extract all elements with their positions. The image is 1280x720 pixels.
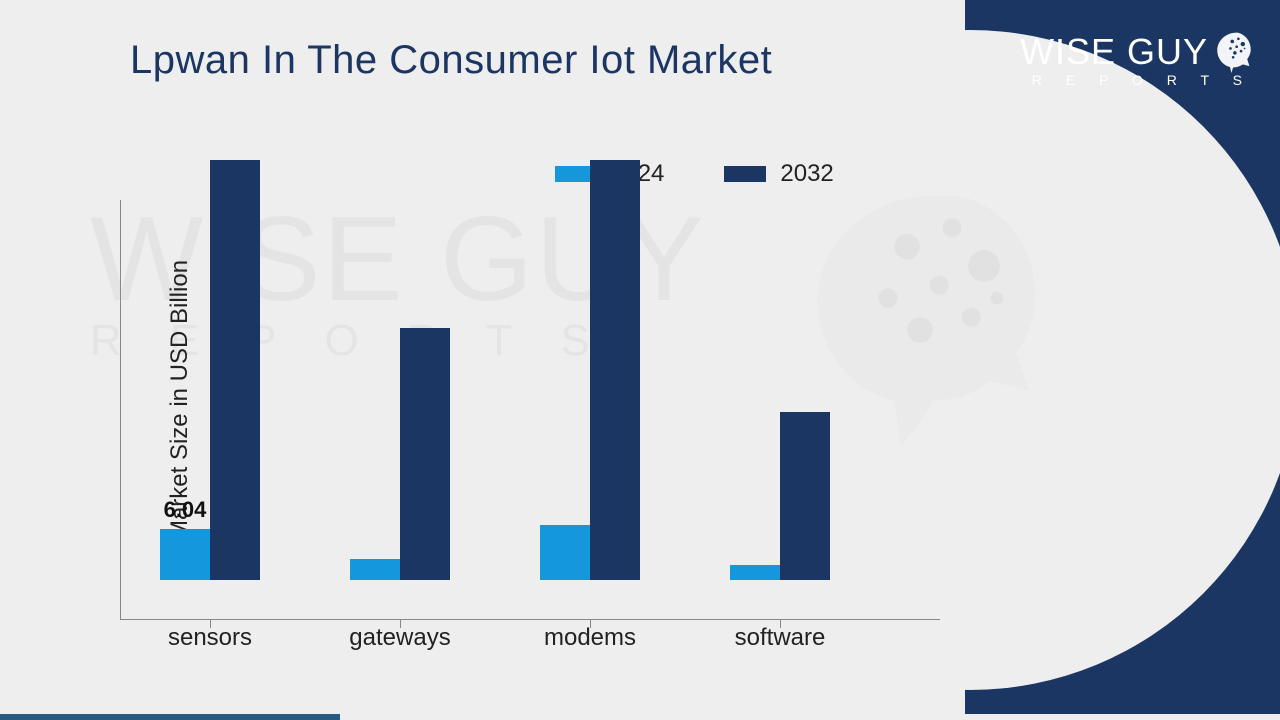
category-label: modems [510,624,670,652]
brand-head-icon [1212,30,1256,74]
bar-2024: 6.04 [160,529,210,580]
bar-2032 [780,412,830,580]
category-label: software [700,624,860,652]
category-label: sensors [130,624,290,652]
bar-2024 [540,525,590,580]
legend-label-2032: 2032 [780,160,833,188]
category-label: gateways [320,624,480,652]
chart-area: 6.04 sensors gateways modems software [120,200,940,660]
brand-main-text: WISE GUY [1020,31,1208,73]
bar-2024 [730,565,780,580]
legend-item-2032: 2032 [724,160,833,188]
chart-title: Lpwan In The Consumer Iot Market [130,38,772,83]
bar-2024 [350,559,400,580]
bar-2032 [590,160,640,580]
bar-2032 [210,160,260,580]
brand-logo: WISE GUY R E P O R T S [1020,30,1256,88]
brand-sub-text: R E P O R T S [1020,72,1256,88]
bottom-accent-bar [0,714,340,720]
legend-swatch-2032 [724,166,766,182]
brand-main-row: WISE GUY [1020,30,1256,74]
bar-value-label: 6.04 [160,497,210,523]
stage: WISE GUY REPORTS Lpwan In The Consumer I… [0,0,1280,720]
bar-2032 [400,328,450,580]
plot-area: 6.04 [120,200,940,620]
